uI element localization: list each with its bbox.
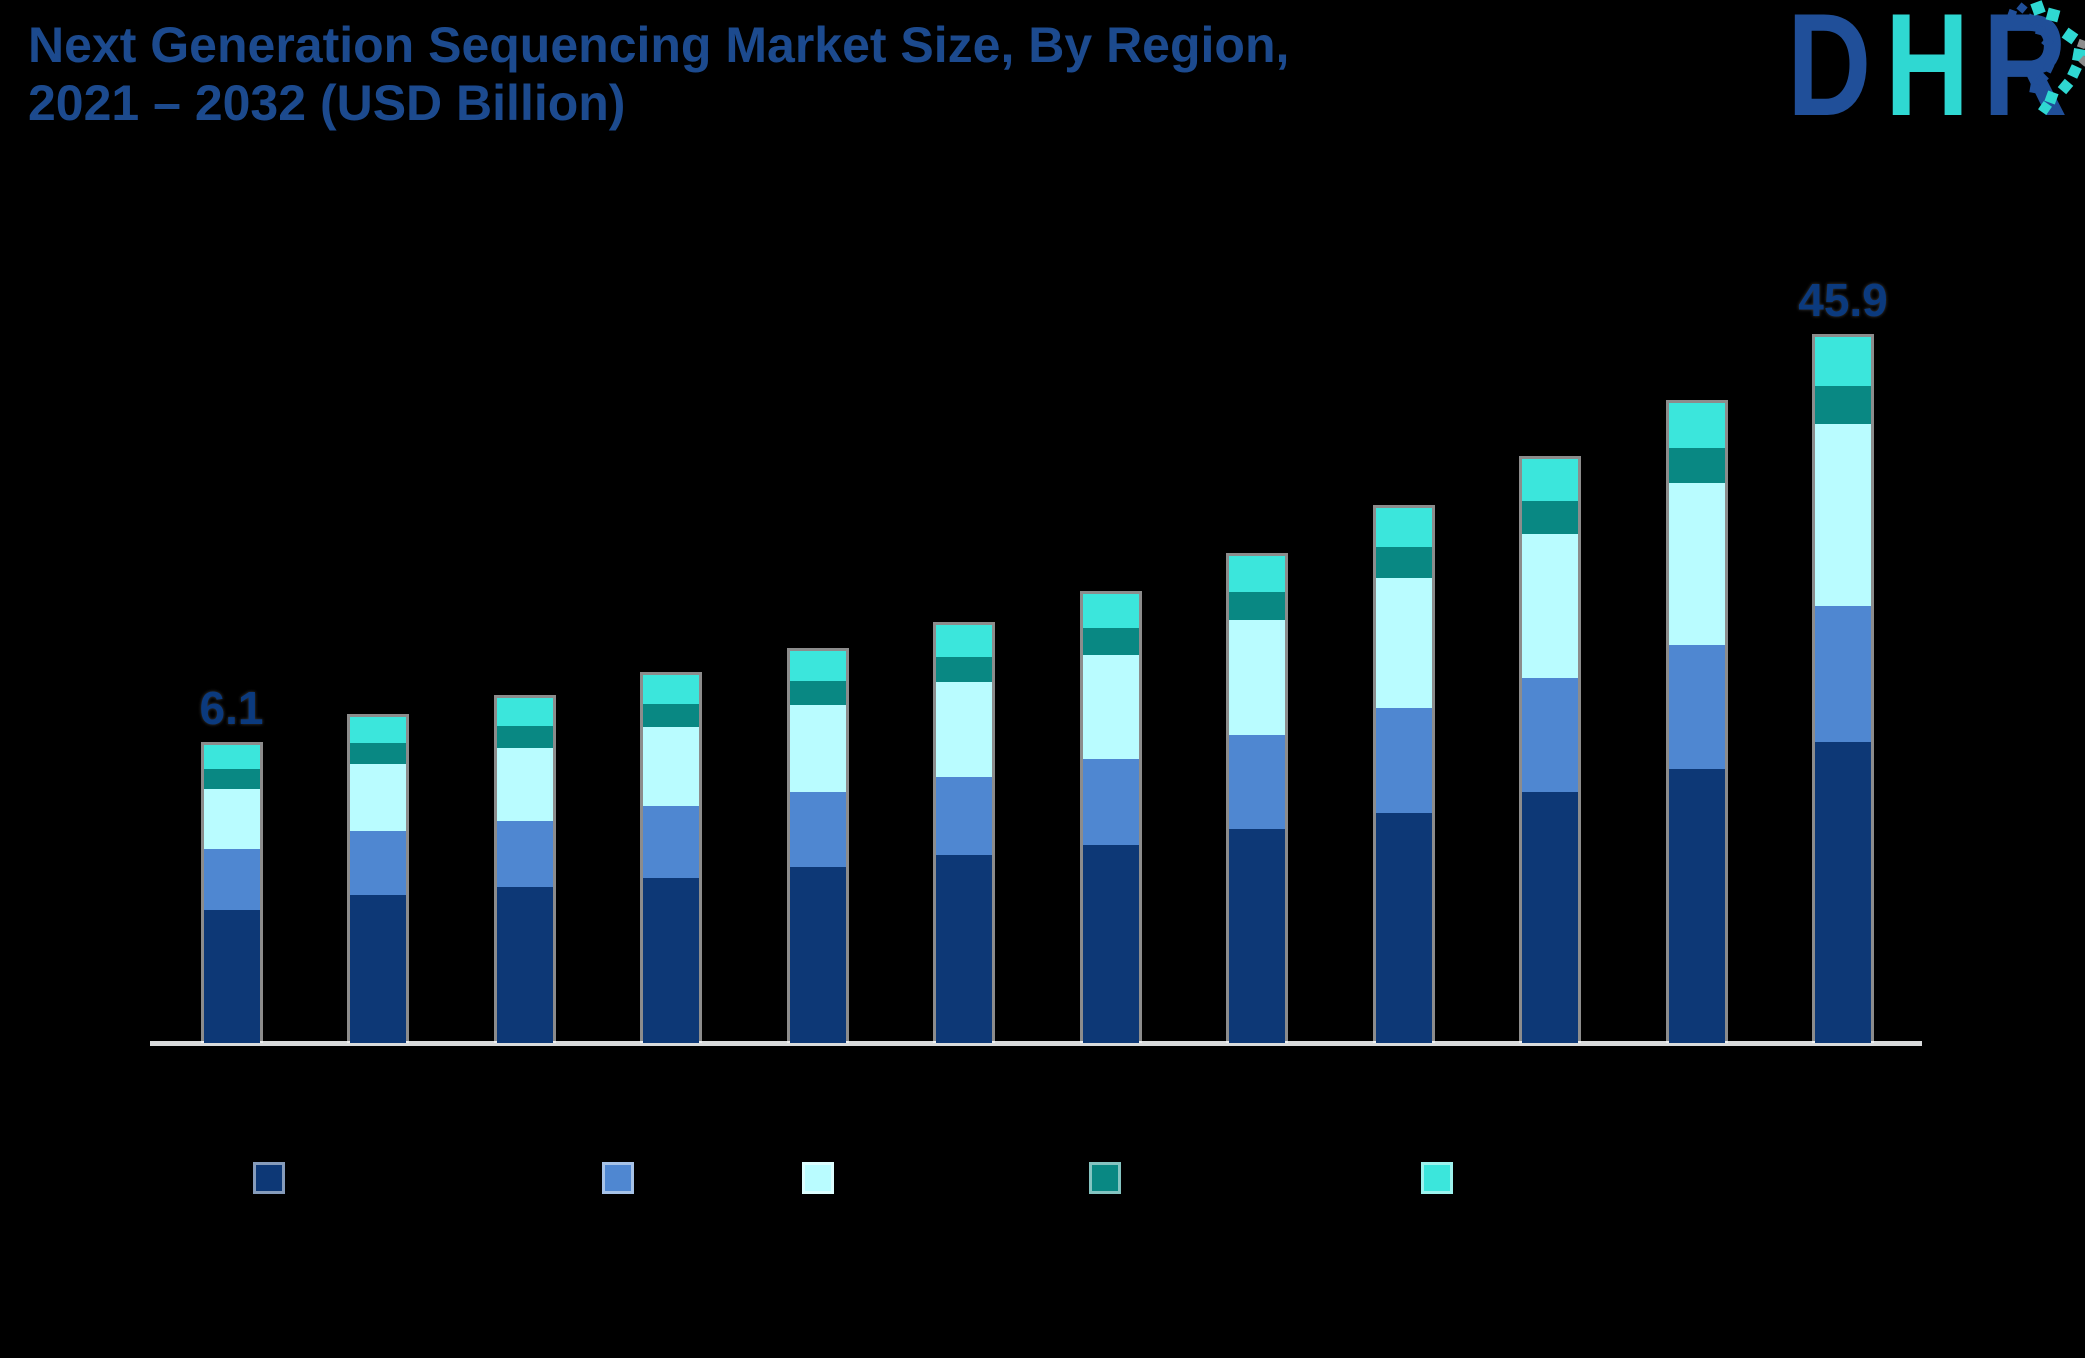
bar-2021 [200,742,263,1043]
bar-2027 [1079,591,1142,1043]
segment-dark-navy [643,878,699,1043]
bar-2032 [1812,334,1874,1043]
segment-dark-teal [1375,547,1432,578]
segment-pale-cyan [203,789,260,849]
logo-letter-d: D [1787,0,1885,146]
segment-cornflower-blue [1082,759,1139,845]
segment-dark-navy [936,855,992,1043]
segment-cornflower-blue [1668,645,1725,769]
segment-turquoise [203,745,260,769]
segment-cornflower-blue [1375,708,1432,813]
segment-turquoise [1522,459,1578,501]
legend-swatch-turquoise [1421,1162,1453,1194]
bar-2026 [933,622,995,1043]
segment-cornflower-blue [643,806,699,878]
segment-turquoise [1082,594,1139,628]
segment-dark-navy [1082,845,1139,1043]
x-axis-line [150,1041,1922,1046]
segment-dark-teal [1082,628,1139,655]
segment-turquoise [789,651,846,681]
segment-turquoise [936,625,992,657]
segment-dark-teal [1815,386,1871,424]
bar-2028 [1226,553,1288,1043]
segment-cornflower-blue [1815,606,1871,742]
segment-pale-cyan [496,748,553,821]
bar-2024 [640,672,702,1043]
segment-dark-navy [1375,813,1432,1043]
legend-swatch-cornflower-blue [602,1162,634,1194]
segment-pale-cyan [1815,424,1871,606]
segment-dark-teal [1668,448,1725,483]
segment-dark-teal [1229,592,1285,620]
segment-pale-cyan [1229,620,1285,735]
segment-pale-cyan [1522,534,1578,678]
segment-turquoise [1815,337,1871,386]
bar-2029 [1372,505,1435,1043]
chart-title: Next Generation Sequencing Market Size, … [28,16,1289,132]
chart-title-line-2: 2021 – 2032 (USD Billion) [28,75,626,131]
bar-2025 [786,648,849,1043]
segment-dark-navy [1668,769,1725,1043]
bar-2023 [493,695,556,1043]
segment-pale-cyan [789,705,846,792]
legend-swatch-dark-navy [253,1162,285,1194]
bar-value-label: 45.9 [1798,274,1888,326]
segment-dark-teal [496,726,553,748]
bar-2022 [347,714,409,1043]
segment-cornflower-blue [789,792,846,867]
segment-dark-navy [1229,829,1285,1043]
bar-2031 [1665,400,1728,1043]
dhr-logo-text: DHR [1787,0,2081,138]
segment-pale-cyan [643,727,699,806]
segment-cornflower-blue [1229,735,1285,829]
segment-dark-navy [496,887,553,1043]
segment-pale-cyan [936,682,992,777]
segment-turquoise [1229,556,1285,592]
bar-value-label: 6.1 [199,682,264,734]
segment-dark-navy [1815,742,1871,1043]
bar-2030 [1519,456,1581,1043]
segment-dark-teal [350,743,406,764]
segment-pale-cyan [350,764,406,831]
segment-dark-teal [789,681,846,705]
segment-cornflower-blue [1522,678,1578,792]
segment-dark-navy [1522,792,1578,1043]
segment-turquoise [1668,403,1725,448]
segment-cornflower-blue [350,831,406,895]
segment-dark-navy [203,910,260,1043]
segment-dark-teal [936,657,992,682]
segment-turquoise [496,698,553,726]
segment-turquoise [350,717,406,743]
logo-letter-r: R [1982,0,2081,146]
segment-pale-cyan [1082,655,1139,759]
segment-dark-teal [1522,501,1578,534]
segment-turquoise [643,675,699,704]
chart-title-line-1: Next Generation Sequencing Market Size, … [28,17,1290,73]
segment-dark-teal [643,704,699,727]
segment-dark-navy [789,867,846,1043]
legend-swatch-dark-teal [1089,1162,1121,1194]
segment-dark-navy [350,895,406,1043]
logo-dot [2046,51,2055,60]
segment-cornflower-blue [936,777,992,855]
segment-cornflower-blue [496,821,553,887]
logo-letter-h: H [1884,0,1983,146]
segment-dark-teal [203,769,260,789]
segment-pale-cyan [1668,483,1725,645]
segment-pale-cyan [1375,578,1432,708]
legend-swatch-pale-cyan [802,1162,834,1194]
segment-cornflower-blue [203,849,260,910]
segment-turquoise [1375,508,1432,547]
